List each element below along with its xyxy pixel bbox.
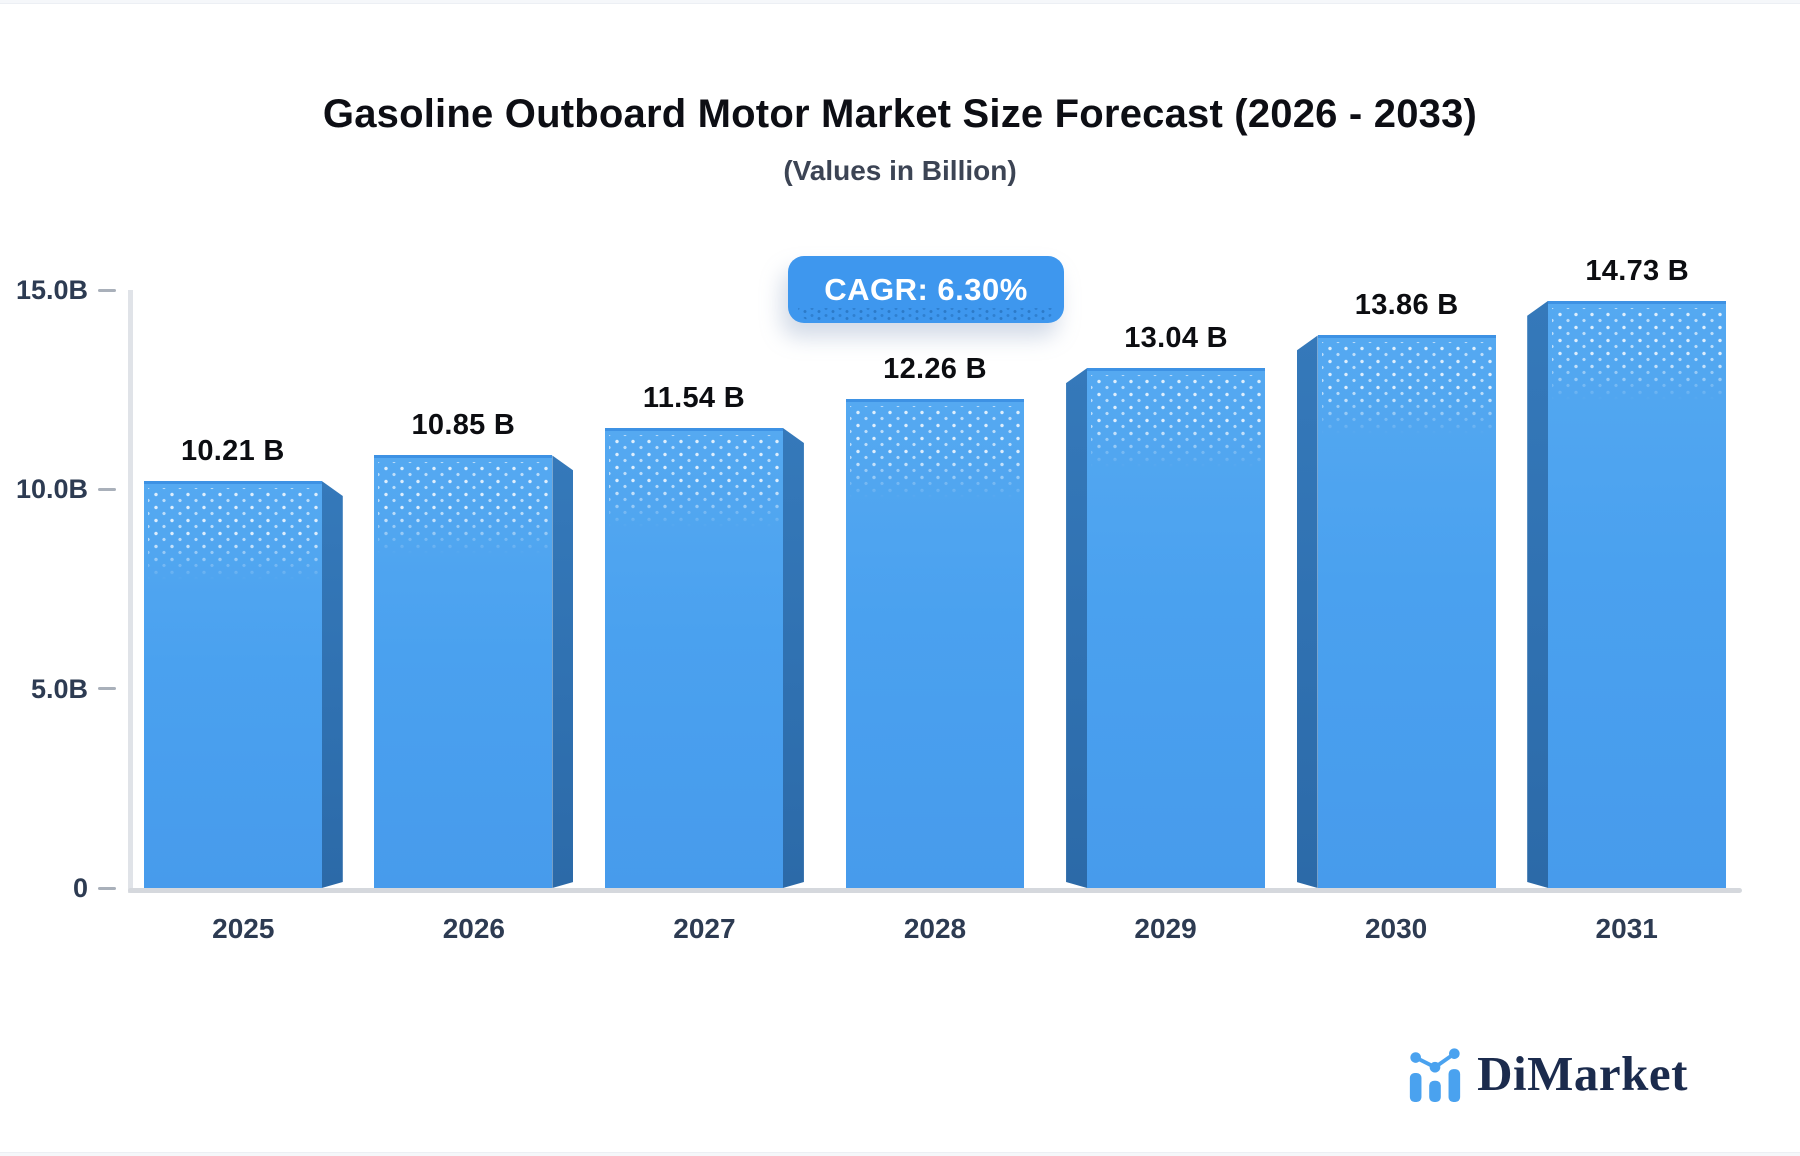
bar-value-label: 12.26 B bbox=[883, 353, 987, 386]
bar bbox=[604, 427, 783, 888]
brand-logo: DiMarket bbox=[1406, 1042, 1688, 1104]
y-axis-tick-mark bbox=[98, 687, 116, 691]
plot-area: 10.21 B 2025 10.85 B 2026 11.54 B 2027 12.26 B… bbox=[128, 255, 1742, 944]
bar-3d-side-face bbox=[322, 481, 343, 888]
x-axis-baseline bbox=[128, 888, 1742, 893]
bar-3d-side-face bbox=[552, 455, 573, 888]
bar bbox=[143, 480, 322, 888]
chart-header: Gasoline Outboard Motor Market Size Fore… bbox=[0, 92, 1800, 187]
y-axis-tick-mark bbox=[98, 487, 116, 491]
bar-3d-side-face bbox=[1297, 335, 1318, 888]
bar-top-dot-texture bbox=[378, 462, 549, 555]
top-edge-band bbox=[0, 0, 1800, 4]
bar-value-label: 10.85 B bbox=[411, 409, 516, 442]
bar-top-dot-texture bbox=[1091, 375, 1262, 468]
y-axis-tick-label: 5.0B bbox=[30, 673, 88, 704]
x-axis-category-label: 2026 bbox=[442, 913, 505, 944]
y-axis-tick-mark bbox=[98, 886, 116, 890]
cagr-badge: CAGR: 6.30% bbox=[788, 256, 1064, 323]
bar-value-label: 14.73 B bbox=[1585, 254, 1690, 287]
bar-top-dot-texture bbox=[1552, 307, 1723, 400]
x-axis-category-label: 2025 bbox=[212, 913, 275, 944]
x-axis-category-label: 2027 bbox=[673, 913, 736, 944]
x-axis-category-label: 2029 bbox=[1134, 913, 1197, 944]
chart: 10.21 B 2025 10.85 B 2026 11.54 B 2027 12.26 B… bbox=[0, 255, 1800, 970]
y-axis-tick-label: 0 bbox=[72, 873, 88, 903]
bar-top-dot-texture bbox=[147, 487, 318, 580]
cagr-badge-label: CAGR: 6.30% bbox=[824, 271, 1028, 307]
y-axis-tick-label: 10.0B bbox=[15, 474, 88, 505]
x-axis-category-label: 2030 bbox=[1364, 913, 1428, 944]
bar-3d-side-face bbox=[783, 428, 804, 888]
chart-subtitle: (Values in Billion) bbox=[783, 155, 1017, 186]
x-axis-category-label: 2031 bbox=[1595, 913, 1658, 944]
mini-bar-chart-icon bbox=[1410, 1048, 1461, 1102]
bar-top-dot-texture bbox=[850, 406, 1020, 499]
x-axis-category-label: 2028 bbox=[903, 913, 967, 944]
bar-3d-side-face bbox=[1527, 301, 1548, 888]
bar-value-label: 11.54 B bbox=[642, 381, 745, 414]
bar-value-label: 10.21 B bbox=[180, 434, 285, 467]
bar bbox=[1548, 300, 1727, 888]
y-axis-line bbox=[128, 290, 133, 893]
bar-3d-side-face bbox=[1066, 368, 1087, 888]
bar bbox=[1087, 368, 1266, 888]
bar-top-dot-texture bbox=[608, 434, 779, 527]
bottom-edge-band bbox=[0, 1152, 1800, 1156]
bar-value-label: 13.86 B bbox=[1354, 289, 1459, 322]
y-axis-tick-mark bbox=[98, 288, 116, 292]
y-axis-tick-label: 15.0B bbox=[15, 275, 88, 305]
bar bbox=[374, 455, 553, 888]
brand-name: DiMarket bbox=[1477, 1045, 1688, 1101]
bar bbox=[1317, 335, 1496, 888]
chart-title: Gasoline Outboard Motor Market Size Fore… bbox=[322, 92, 1478, 136]
bar-top-dot-texture bbox=[1321, 342, 1492, 435]
bar-value-label: 13.04 B bbox=[1124, 322, 1228, 355]
bar bbox=[846, 399, 1024, 888]
